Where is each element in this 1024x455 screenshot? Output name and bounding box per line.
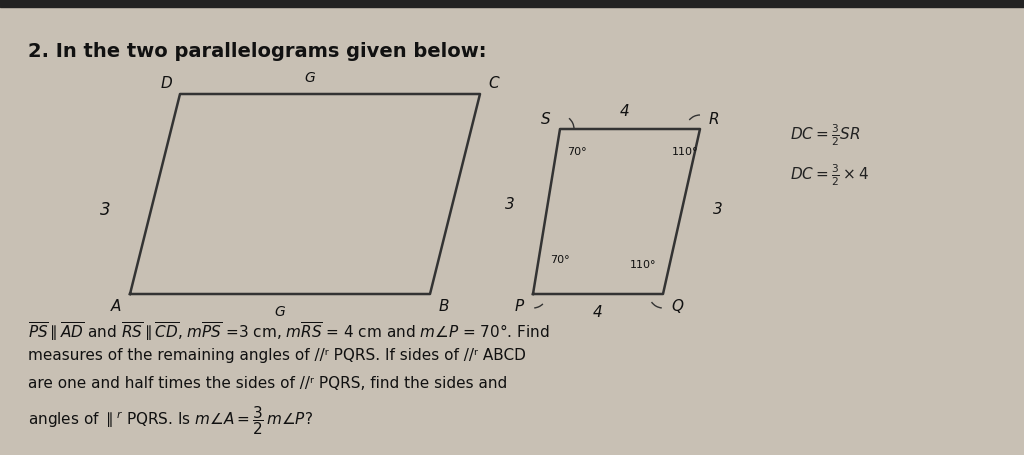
Text: are one and half times the sides of //ʳ PQRS, find the sides and: are one and half times the sides of //ʳ … xyxy=(28,375,507,390)
Text: measures of the remaining angles of //ʳ PQRS. If sides of //ʳ ABCD: measures of the remaining angles of //ʳ … xyxy=(28,347,526,362)
Text: D: D xyxy=(160,76,172,90)
Text: 70°: 70° xyxy=(550,254,569,264)
Text: angles of $\parallel^r$ PQRS. Is $m\angle A = \dfrac{3}{2}\,m\angle P$?: angles of $\parallel^r$ PQRS. Is $m\angl… xyxy=(28,403,313,436)
Text: G: G xyxy=(304,71,315,85)
Text: S: S xyxy=(542,112,551,127)
Bar xyxy=(0,0,1024,8)
Text: 4: 4 xyxy=(621,104,630,119)
Text: $DC = \frac{3}{2}SR$: $DC = \frac{3}{2}SR$ xyxy=(790,122,860,147)
Text: 4: 4 xyxy=(593,305,603,320)
Text: 110°: 110° xyxy=(672,147,698,157)
Text: C: C xyxy=(488,76,500,90)
Text: P: P xyxy=(514,299,523,314)
Text: B: B xyxy=(438,299,450,314)
Text: $DC = \frac{3}{2} \times 4$: $DC = \frac{3}{2} \times 4$ xyxy=(790,162,869,187)
Text: 110°: 110° xyxy=(630,259,656,269)
Text: R: R xyxy=(709,112,719,127)
Text: $\overline{PS}\parallel\overline{AD}$ and $\overline{RS}\parallel\overline{CD}$,: $\overline{PS}\parallel\overline{AD}$ an… xyxy=(28,319,550,342)
Text: 70°: 70° xyxy=(567,147,587,157)
Text: Q: Q xyxy=(671,299,683,314)
Text: 3: 3 xyxy=(505,197,515,212)
Text: 3: 3 xyxy=(99,201,111,218)
Text: 2. In the two parallelograms given below:: 2. In the two parallelograms given below… xyxy=(28,42,486,61)
Text: G: G xyxy=(274,304,286,318)
Text: A: A xyxy=(111,299,121,314)
Text: 3: 3 xyxy=(713,202,723,217)
